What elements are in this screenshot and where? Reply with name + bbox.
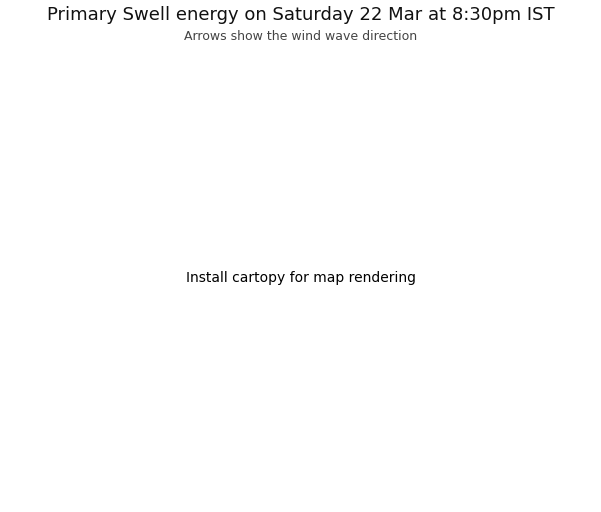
Text: Arrows show the wind wave direction: Arrows show the wind wave direction [184, 31, 417, 44]
Text: Primary Swell energy on Saturday 22 Mar at 8:30pm IST: Primary Swell energy on Saturday 22 Mar … [47, 6, 554, 24]
Text: Install cartopy for map rendering: Install cartopy for map rendering [186, 271, 415, 285]
